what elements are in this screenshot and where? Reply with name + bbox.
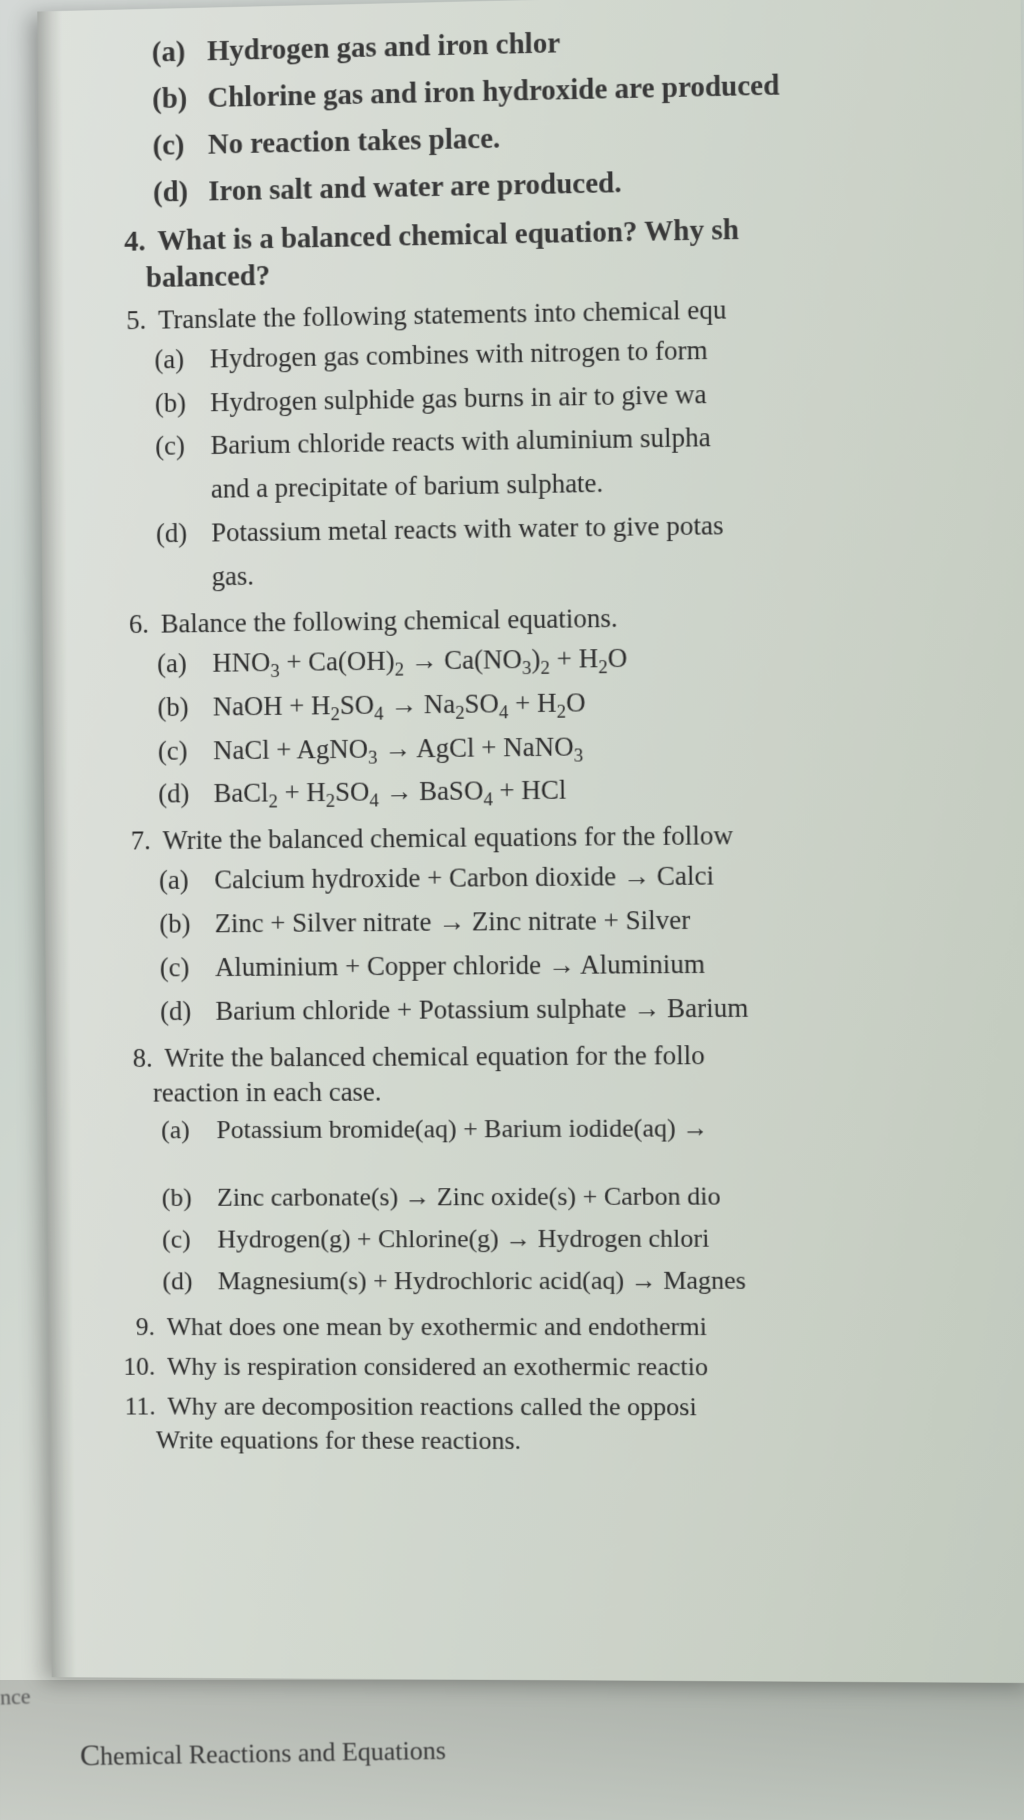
q6-option-d: (d) BaCl2 + H2SO4 → BaSO4 + HCl [150, 765, 1024, 815]
option-label: (c) [152, 947, 216, 989]
question-text: Balance the following chemical equations… [161, 597, 1024, 639]
question-text: Why are decomposition reactions called t… [167, 1391, 1024, 1422]
equation-text: NaOH + H2SO4 → Na2SO4 + H2O [213, 677, 1024, 728]
option-label: (d) [145, 169, 209, 215]
equation-text: HNO3 + Ca(OH)2 → Ca(NO3)2 + H2O [212, 633, 1024, 685]
q8-option-a: (a) Potassium bromide(aq) + Barium iodid… [153, 1107, 1024, 1151]
option-label: (b) [151, 903, 215, 945]
question-text: Write the balanced chemical equation for… [164, 1038, 1024, 1073]
option-text: Hydrogen(g) + Chlorine(g) → Hydrogen chl… [217, 1218, 1024, 1260]
q6-option-b: (b) NaOH + H2SO4 → Na2SO4 + H2O [149, 677, 1024, 729]
footer-first-char: C [80, 1739, 101, 1772]
question-number: 4. [98, 225, 157, 259]
question-8-cont: reaction in each case. [153, 1073, 1024, 1108]
option-text: Aluminium + Copper chloride → Aluminium [215, 941, 1024, 988]
question-7: 7. Write the balanced chemical equations… [103, 818, 1024, 857]
question-text: Write the balanced chemical equations fo… [162, 818, 1024, 857]
option-text: Potassium bromide(aq) + Barium iodide(aq… [216, 1107, 1024, 1150]
option-label: (a) [153, 1110, 217, 1150]
option-label: (b) [147, 382, 211, 425]
q6-option-c: (c) NaCl + AgNO3 → AgCl + NaNO3 [150, 721, 1024, 772]
option-label: (c) [154, 1220, 218, 1260]
q7-option-a: (a) Calcium hydroxide + Carbon dioxide →… [151, 853, 1024, 902]
option-label: (a) [144, 29, 208, 75]
question-number: 6. [101, 609, 160, 641]
q8-option-c: (c) Hydrogen(g) + Chlorine(g) → Hydrogen… [154, 1218, 1024, 1260]
option-text: gas. [211, 545, 1024, 598]
q8-option-d: (d) Magnesium(s) + Hydrochloric acid(aq)… [154, 1261, 1024, 1302]
page-footer: Chemical Reactions and Equations [80, 1733, 446, 1773]
option-text: Magnesium(s) + Hydrochloric acid(aq) → M… [218, 1261, 1024, 1302]
q7-option-d: (d) Barium chloride + Potassium sulphate… [152, 986, 1024, 1033]
question-text: Why is respiration considered an exother… [167, 1352, 1024, 1382]
option-text: Zinc carbonate(s) → Zinc oxide(s) + Carb… [217, 1175, 1024, 1217]
q6-option-a: (a) HNO3 + Ca(OH)2 → Ca(NO3)2 + H2O [149, 633, 1024, 685]
question-text: What does one mean by exothermic and end… [167, 1312, 1024, 1342]
question-number: 7. [103, 826, 162, 857]
question-number: 8. [105, 1042, 164, 1073]
option-label: (b) [154, 1178, 218, 1218]
option-text: Barium chloride + Potassium sulphate → B… [215, 986, 1024, 1033]
question-8: 8. Write the balanced chemical equation … [105, 1038, 1024, 1074]
corner-text: nce [0, 1683, 31, 1710]
q7-option-c: (c) Aluminium + Copper chloride → Alumin… [152, 941, 1024, 989]
option-text: Calcium hydroxide + Carbon dioxide → Cal… [214, 853, 1024, 901]
question-number: 10. [108, 1352, 167, 1382]
option-label: (d) [154, 1262, 218, 1302]
option-label: (d) [150, 774, 214, 816]
question-9: 9. What does one mean by exothermic and … [108, 1312, 1024, 1342]
option-label: (a) [146, 338, 210, 381]
question-11-cont: Write equations for these reactions. [156, 1425, 1024, 1457]
question-number: 5. [99, 305, 158, 337]
question-number: 9. [108, 1312, 167, 1342]
question-number: 11. [108, 1391, 167, 1421]
option-label: (c) [145, 123, 209, 169]
equation-text: BaCl2 + H2SO4 → BaSO4 + HCl [213, 765, 1024, 815]
q8-option-b: (b) Zinc carbonate(s) → Zinc oxide(s) + … [154, 1175, 1024, 1218]
footer-rest: hemical Reactions and Equations [100, 1736, 446, 1771]
option-text: Zinc + Silver nitrate → Zinc nitrate + S… [215, 897, 1024, 945]
option-label: (a) [149, 643, 213, 685]
q7-option-b: (b) Zinc + Silver nitrate → Zinc nitrate… [151, 897, 1024, 945]
equation-text: NaCl + AgNO3 → AgCl + NaNO3 [213, 721, 1024, 771]
option-label: (c) [147, 426, 211, 469]
option-label: (b) [144, 76, 208, 122]
option-label: (d) [152, 991, 216, 1033]
option-label: (b) [149, 686, 213, 728]
question-10: 10. Why is respiration considered an exo… [108, 1352, 1024, 1382]
option-label: (c) [150, 730, 214, 772]
question-11: 11. Why are decomposition reactions call… [108, 1391, 1024, 1422]
option-label: (a) [151, 860, 215, 902]
option-label: (d) [148, 513, 212, 555]
